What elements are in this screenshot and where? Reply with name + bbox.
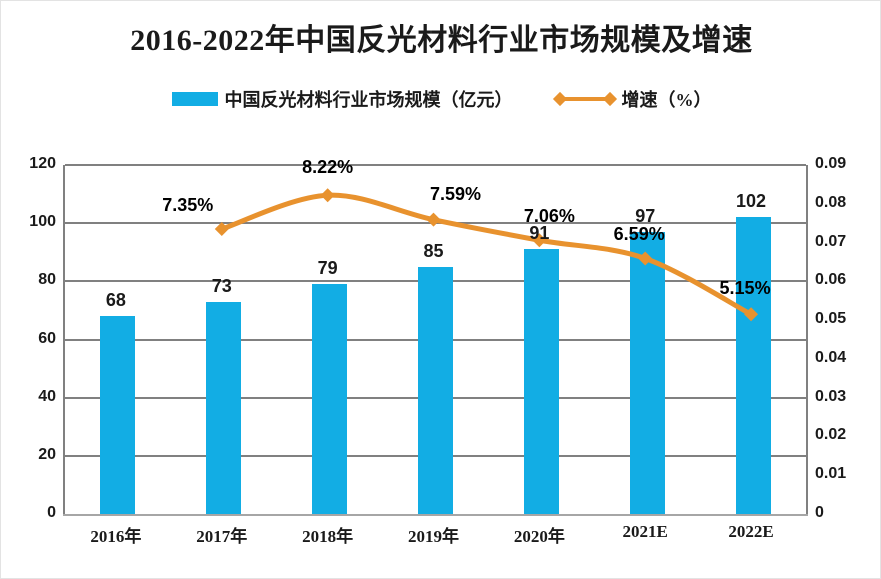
left-axis-tick: 0 [47,504,56,521]
line-data-label: 7.59% [429,183,482,204]
left-axis-tick: 40 [38,387,56,405]
bar [100,316,136,514]
left-axis-tick: 100 [29,213,56,231]
line-data-label: 5.15% [719,278,771,299]
legend-entry-line-series: 增速（%） [552,86,712,112]
bar-data-label: 68 [105,290,126,311]
bar [312,284,348,514]
bar [206,301,242,514]
left-axis-tick: 120 [29,155,56,172]
x-axis-line [63,514,808,516]
x-axis-tick: 2017年 [196,527,248,546]
line-data-label: 8.22% [302,157,354,178]
gridline [65,164,806,166]
chart-title: 2016-2022年中国反光材料行业市场规模及增速 [130,24,753,57]
chart-legend: 中国反光材料行业市场规模（亿元） 增速（%） [1,83,880,115]
bar-data-label: 91 [529,223,550,244]
legend-bar-label: 中国反光材料行业市场规模（亿元） [224,90,513,110]
legend-entry-bar-series: 中国反光材料行业市场规模（亿元） [171,86,513,112]
right-axis-tick: 0.05 [815,310,847,328]
line-data-label: 7.35% [162,194,214,215]
right-axis-tick: 0.04 [815,348,847,366]
legend-line-swatch-icon [552,91,617,107]
left-axis-tick: 80 [38,271,56,289]
bar-data-label: 85 [423,240,444,261]
legend-line-label: 增速（%） [621,90,712,110]
legend-bar-swatch-icon [171,92,218,106]
right-axis-tick: 0.03 [815,387,847,405]
x-axis-tick: 2018年 [302,527,354,546]
bar [629,231,665,514]
bar [735,217,771,514]
x-axis-tick: 2016年 [90,527,142,546]
plot-area [63,164,808,514]
bar-data-label: 97 [635,205,656,226]
line-data-label: 7.06% [523,206,575,227]
right-axis-tick: 0.07 [815,232,847,250]
left-axis-tick: 20 [38,445,56,463]
x-axis-tick: 2020年 [513,527,565,546]
right-axis-tick: 0.09 [815,155,847,172]
bar [418,266,453,514]
right-axis-tick: 0.08 [815,193,847,211]
line-data-label: 6.59% [613,224,665,245]
right-axis-tick: 0.02 [815,426,847,444]
left-axis-tick: 60 [38,329,56,347]
right-axis-tick: 0.01 [815,465,847,483]
x-axis-tick: 2022E [728,522,774,541]
bar-data-label: 102 [736,191,767,212]
right-axis-tick: 0.06 [815,271,847,289]
bar [523,249,559,514]
right-axis-tick: 0 [815,504,824,521]
bar-data-label: 79 [317,258,338,279]
bar-data-label: 73 [211,275,232,296]
x-axis-tick: 2021E [622,522,668,541]
x-axis-tick: 2019年 [407,527,459,546]
